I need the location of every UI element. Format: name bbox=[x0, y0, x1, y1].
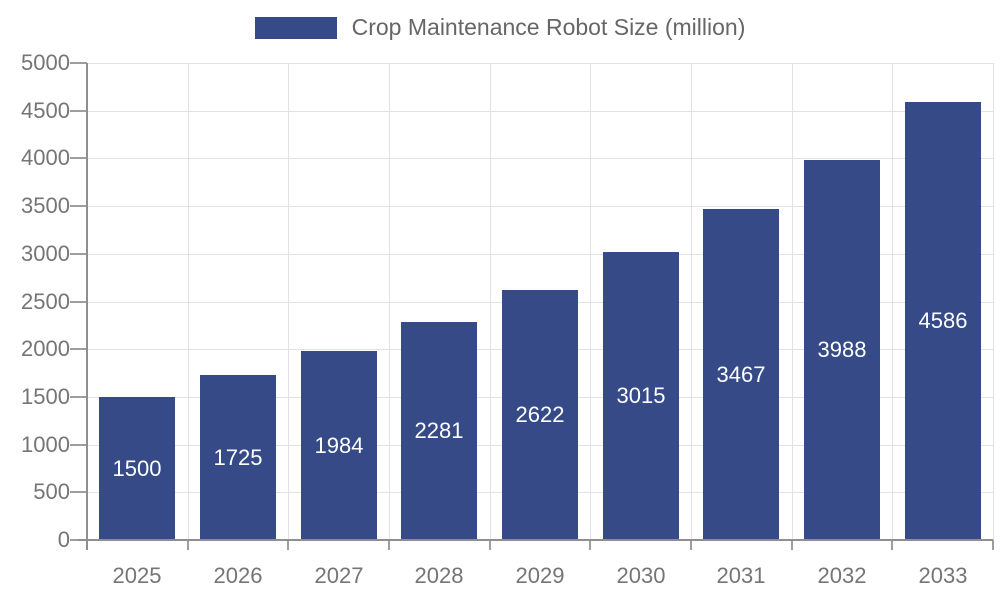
y-axis-tick bbox=[70, 157, 87, 159]
x-tick-label: 2029 bbox=[515, 563, 565, 588]
x-gridline bbox=[993, 63, 994, 540]
legend-label: Crop Maintenance Robot Size (million) bbox=[351, 14, 746, 40]
y-tick-label: 5000 bbox=[21, 50, 70, 75]
y-tick-label: 4000 bbox=[21, 145, 70, 170]
y-axis-tick bbox=[70, 348, 87, 350]
x-gridline bbox=[892, 63, 893, 540]
y-gridline bbox=[87, 158, 993, 159]
x-axis-tick bbox=[791, 540, 793, 550]
y-axis-tick bbox=[70, 396, 87, 398]
y-gridline bbox=[87, 254, 993, 255]
x-axis-tick bbox=[388, 540, 390, 550]
y-gridline bbox=[87, 63, 993, 64]
x-tick-label: 2031 bbox=[716, 563, 766, 588]
bar-value-label: 4586 bbox=[918, 308, 968, 333]
bar: 2622 bbox=[502, 290, 578, 540]
x-axis-line bbox=[78, 539, 993, 541]
y-axis-line bbox=[86, 63, 88, 550]
bar: 4586 bbox=[905, 102, 981, 540]
y-axis-tick bbox=[70, 301, 87, 303]
bar-value-label: 2281 bbox=[414, 418, 464, 443]
y-tick-label: 0 bbox=[57, 527, 70, 552]
bar-value-label: 1984 bbox=[314, 432, 364, 458]
bar-value-label: 1500 bbox=[112, 455, 162, 481]
x-axis-tick bbox=[891, 540, 893, 550]
y-tick-label: 1500 bbox=[21, 384, 70, 409]
y-axis-tick bbox=[70, 205, 87, 207]
x-gridline bbox=[188, 63, 189, 540]
y-axis-tick bbox=[70, 491, 87, 493]
y-tick-label: 1000 bbox=[21, 432, 70, 457]
y-axis-tick bbox=[70, 444, 87, 446]
x-axis-tick bbox=[187, 540, 189, 550]
x-gridline bbox=[288, 63, 289, 540]
bar-value-label: 3015 bbox=[616, 383, 666, 408]
x-gridline bbox=[590, 63, 591, 540]
y-gridline bbox=[87, 206, 993, 207]
x-gridline bbox=[792, 63, 793, 540]
legend-swatch bbox=[254, 16, 337, 39]
bar-value-label: 2622 bbox=[515, 402, 565, 427]
bar: 3467 bbox=[703, 209, 779, 540]
y-tick-label: 2000 bbox=[21, 336, 70, 361]
x-tick-label: 2028 bbox=[414, 563, 464, 588]
bar: 1500 bbox=[99, 397, 175, 540]
x-tick-label: 2032 bbox=[817, 563, 867, 588]
bar: 2281 bbox=[401, 322, 477, 540]
x-tick-label: 2025 bbox=[112, 563, 162, 588]
y-tick-label: 3000 bbox=[21, 241, 70, 266]
y-tick-label: 4500 bbox=[21, 98, 70, 123]
x-gridline bbox=[389, 63, 390, 540]
bar-value-label: 1725 bbox=[213, 444, 263, 470]
x-tick-label: 2030 bbox=[616, 563, 666, 588]
y-gridline bbox=[87, 111, 993, 112]
bar-value-label: 3467 bbox=[716, 361, 766, 387]
x-tick-label: 2033 bbox=[918, 563, 968, 588]
bar: 3015 bbox=[603, 252, 679, 540]
bar: 3988 bbox=[804, 160, 880, 540]
y-tick-label: 3500 bbox=[21, 193, 70, 218]
bar: 1725 bbox=[200, 375, 276, 540]
y-tick-label: 500 bbox=[33, 479, 70, 504]
y-axis-tick bbox=[70, 253, 87, 255]
bar-value-label: 3988 bbox=[817, 337, 867, 362]
x-tick-label: 2026 bbox=[213, 563, 263, 588]
x-axis-tick bbox=[489, 540, 491, 550]
x-tick-label: 2027 bbox=[314, 563, 364, 588]
legend-item[interactable]: Crop Maintenance Robot Size (million) bbox=[0, 14, 1000, 41]
x-axis-tick bbox=[690, 540, 692, 550]
bar: 1984 bbox=[301, 351, 377, 540]
x-axis-tick bbox=[992, 540, 994, 550]
x-gridline bbox=[490, 63, 491, 540]
x-gridline bbox=[691, 63, 692, 540]
y-axis-tick bbox=[70, 110, 87, 112]
y-axis-tick bbox=[70, 62, 87, 64]
x-axis-tick bbox=[589, 540, 591, 550]
x-axis-tick bbox=[287, 540, 289, 550]
y-tick-label: 2500 bbox=[21, 289, 70, 314]
